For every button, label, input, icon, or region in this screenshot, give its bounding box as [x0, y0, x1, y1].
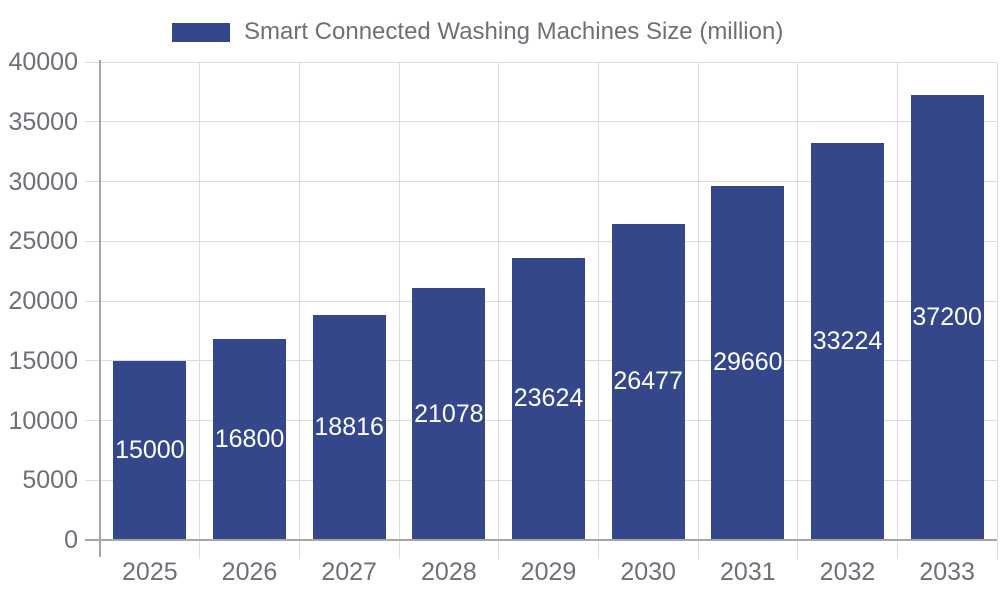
bar-value-label: 16800	[214, 425, 285, 454]
bar-2027[interactable]: 18816	[312, 315, 386, 540]
x-axis-label: 2029	[520, 558, 577, 586]
x-axis-label: 2033	[919, 558, 975, 586]
bar-value-label: 15000	[115, 435, 185, 464]
x-axis-label: 2031	[720, 558, 776, 586]
x-axis-label: 2025	[122, 558, 178, 586]
bar-value-label: 21078	[414, 399, 484, 428]
y-axis-label: 15000	[8, 346, 78, 375]
bar-value-label: 33224	[812, 326, 883, 355]
y-axis-label: 25000	[8, 227, 78, 256]
gridline-vertical	[896, 62, 898, 559]
bar-value-label: 37200	[912, 303, 982, 332]
y-axis-label: 10000	[8, 406, 78, 435]
legend-item[interactable]: Smart Connected Washing Machines Size (m…	[172, 18, 783, 46]
bar-2031[interactable]: 29660	[711, 185, 785, 540]
y-axis-label: 40000	[8, 48, 78, 76]
gridline-vertical	[199, 62, 201, 559]
gridline-vertical	[597, 62, 599, 559]
gridline-horizontal	[85, 121, 997, 123]
legend-label: Smart Connected Washing Machines Size (m…	[244, 18, 784, 45]
bar-2025[interactable]: 15000	[113, 360, 187, 540]
gridline-vertical	[398, 62, 400, 559]
bar-2029[interactable]: 23624	[512, 257, 585, 540]
x-axis-label: 2027	[321, 558, 377, 586]
bar-value-label: 18816	[314, 413, 384, 442]
gridline-vertical	[797, 62, 799, 559]
gridline-vertical	[697, 62, 699, 559]
bar-2026[interactable]: 16800	[213, 339, 286, 540]
y-axis-label: 0	[64, 526, 78, 554]
gridline-horizontal	[85, 61, 997, 63]
y-axis-label: 20000	[8, 287, 78, 315]
x-axis-label: 2030	[620, 558, 676, 586]
x-axis-label: 2032	[819, 558, 876, 586]
bar-2030[interactable]: 26477	[611, 223, 685, 540]
bar-value-label: 29660	[713, 348, 783, 377]
bar-2033[interactable]: 37200	[910, 95, 984, 540]
y-axis-label: 35000	[8, 107, 78, 136]
x-axis-label: 2026	[221, 558, 278, 586]
bar-value-label: 23624	[513, 384, 584, 413]
gridline-vertical	[298, 62, 300, 559]
gridline-vertical	[996, 62, 998, 559]
bar-2032[interactable]: 33224	[811, 142, 884, 540]
legend-swatch	[172, 22, 230, 42]
bar-2028[interactable]: 21078	[412, 288, 486, 540]
y-axis-label: 30000	[8, 167, 78, 196]
gridline-vertical	[498, 62, 500, 559]
y-axis-line	[99, 60, 101, 557]
x-axis-label: 2028	[421, 558, 477, 586]
bar-value-label: 26477	[613, 367, 683, 396]
y-axis-label: 5000	[22, 466, 78, 495]
